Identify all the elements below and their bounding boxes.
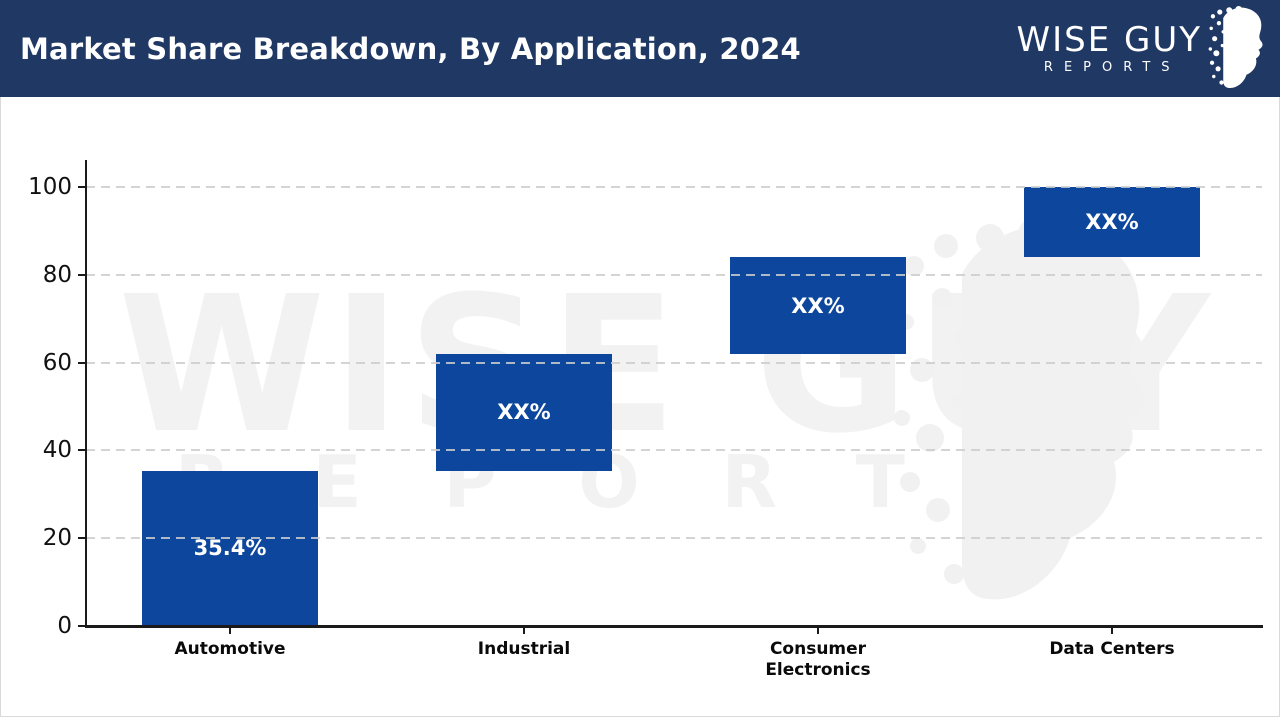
y-tick-label-0: 0 [57, 613, 72, 639]
y-tick-label-20: 20 [42, 525, 72, 552]
x-axis-line [85, 625, 1263, 628]
y-tick-mark-20 [78, 537, 86, 540]
x-category-label-automotive: Automotive [174, 639, 286, 659]
x-tick-mark-1 [229, 626, 231, 634]
gridline-60 [86, 361, 1262, 364]
logo-face-icon [1206, 6, 1268, 92]
x-tick-mark-4 [1111, 626, 1113, 634]
wise-guy-reports-logo: WISE GUY REPORTS [1016, 6, 1268, 92]
logo-text: WISE GUY REPORTS [1016, 20, 1202, 75]
header-bar: Market Share Breakdown, By Application, … [0, 0, 1280, 97]
y-tick-label-60: 60 [42, 349, 72, 376]
gridline-40 [86, 449, 1262, 452]
bar-value-label: 35.4% [193, 536, 267, 561]
y-tick-mark-100 [78, 186, 86, 188]
gridline-20 [86, 537, 1262, 540]
logo-wordmark: WISE GUY [1016, 20, 1202, 61]
y-tick-label-100: 100 [28, 174, 72, 200]
x-category-label-data-centers: Data Centers [1049, 639, 1175, 659]
y-axis-line [85, 160, 87, 626]
bar-value-label: XX% [497, 400, 551, 425]
y-tick-mark-60 [78, 361, 86, 364]
bar-consumer-electronics [730, 257, 906, 354]
y-tick-label-40: 40 [42, 437, 72, 464]
bar-automotive [142, 470, 318, 626]
y-tick-mark-80 [78, 273, 86, 276]
x-category-label-consumer-electronics: Consumer Electronics [765, 639, 871, 681]
bar-value-label: XX% [791, 293, 845, 318]
bar-value-label: XX% [1085, 210, 1139, 235]
gridline-100 [86, 186, 1262, 188]
x-tick-mark-3 [817, 626, 819, 634]
logo-subtitle: REPORTS [1043, 59, 1181, 75]
watermark-face-icon [882, 218, 1170, 618]
x-category-label-industrial: Industrial [477, 639, 571, 659]
gridline-80 [86, 273, 1262, 276]
y-tick-label-80: 80 [42, 261, 72, 288]
bar-data-centers [1024, 187, 1200, 258]
y-tick-mark-0 [78, 625, 86, 627]
page-title: Market Share Breakdown, By Application, … [20, 31, 801, 66]
y-tick-mark-40 [78, 449, 86, 452]
x-tick-mark-2 [523, 626, 525, 634]
